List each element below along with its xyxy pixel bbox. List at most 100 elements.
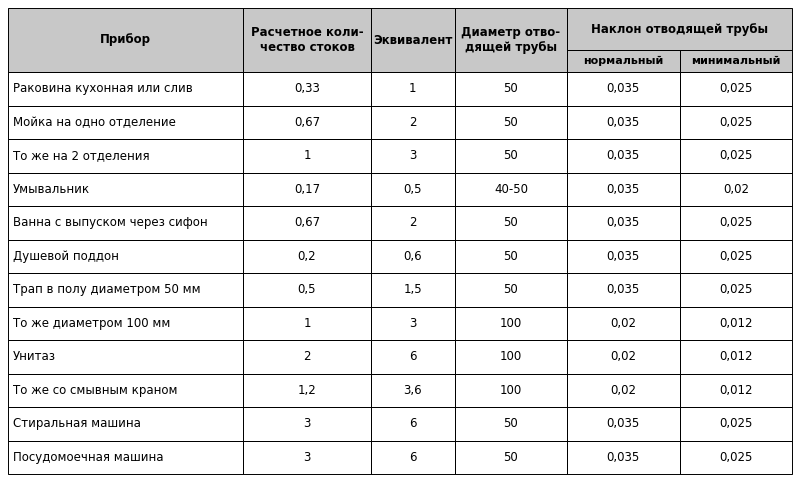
Bar — [454, 72, 567, 106]
Text: 0,5: 0,5 — [298, 283, 316, 296]
Bar — [243, 374, 371, 407]
Bar — [679, 206, 792, 240]
Text: Стиральная машина: Стиральная машина — [13, 417, 141, 430]
Bar — [679, 72, 792, 106]
Bar — [567, 206, 679, 240]
Bar — [567, 307, 679, 340]
Text: То же диаметром 100 мм: То же диаметром 100 мм — [13, 317, 170, 330]
Text: 3: 3 — [303, 417, 310, 430]
Bar — [243, 273, 371, 307]
Text: То же на 2 отделения: То же на 2 отделения — [13, 149, 150, 162]
Text: 6: 6 — [409, 350, 417, 363]
Text: 6: 6 — [409, 417, 417, 430]
Bar — [8, 441, 243, 474]
Text: 0,035: 0,035 — [606, 250, 640, 263]
Bar — [8, 173, 243, 206]
Bar — [679, 50, 792, 72]
Bar — [243, 173, 371, 206]
Bar — [454, 240, 567, 273]
Text: 50: 50 — [503, 116, 518, 129]
Bar — [454, 8, 567, 72]
Text: 0,67: 0,67 — [294, 216, 320, 229]
Bar — [8, 273, 243, 307]
Bar — [679, 273, 792, 307]
Text: 0,67: 0,67 — [294, 116, 320, 129]
Bar — [243, 340, 371, 374]
Bar — [679, 407, 792, 441]
Bar — [371, 173, 454, 206]
Text: Трап в полу диаметром 50 мм: Трап в полу диаметром 50 мм — [13, 283, 201, 296]
Bar — [679, 441, 792, 474]
Bar — [567, 139, 679, 173]
Text: 1,5: 1,5 — [403, 283, 422, 296]
Text: 1: 1 — [303, 317, 310, 330]
Text: Наклон отводящей трубы: Наклон отводящей трубы — [591, 23, 768, 36]
Text: 2: 2 — [303, 350, 310, 363]
Text: 0,02: 0,02 — [610, 350, 636, 363]
Bar — [454, 8, 567, 72]
Bar — [371, 206, 454, 240]
Bar — [371, 441, 454, 474]
Text: 3,6: 3,6 — [403, 384, 422, 397]
Bar — [8, 240, 243, 273]
Bar — [454, 106, 567, 139]
Text: Раковина кухонная или слив: Раковина кухонная или слив — [13, 82, 193, 95]
Bar — [679, 340, 792, 374]
Text: 0,035: 0,035 — [606, 149, 640, 162]
Bar — [8, 307, 243, 340]
Text: 0,035: 0,035 — [606, 116, 640, 129]
Bar — [371, 307, 454, 340]
Bar — [454, 173, 567, 206]
Text: 0,02: 0,02 — [610, 317, 636, 330]
Text: 50: 50 — [503, 417, 518, 430]
Bar — [8, 8, 243, 72]
Text: Расчетное коли-
чество стоков: Расчетное коли- чество стоков — [250, 26, 363, 54]
Text: нормальный: нормальный — [583, 56, 663, 66]
Bar — [8, 139, 243, 173]
Text: 0,025: 0,025 — [719, 451, 753, 464]
Bar — [8, 374, 243, 407]
Bar — [567, 8, 792, 50]
Text: 0,2: 0,2 — [298, 250, 316, 263]
Bar — [371, 72, 454, 106]
Bar — [8, 8, 243, 72]
Bar — [567, 173, 679, 206]
Text: 0,025: 0,025 — [719, 149, 753, 162]
Text: 100: 100 — [500, 350, 522, 363]
Bar — [243, 307, 371, 340]
Bar — [454, 374, 567, 407]
Bar — [679, 50, 792, 72]
Text: Ванна с выпуском через сифон: Ванна с выпуском через сифон — [13, 216, 208, 229]
Text: 2: 2 — [409, 116, 417, 129]
Text: 0,012: 0,012 — [719, 350, 753, 363]
Bar — [454, 407, 567, 441]
Text: 50: 50 — [503, 451, 518, 464]
Text: 0,035: 0,035 — [606, 283, 640, 296]
Bar — [567, 374, 679, 407]
Bar — [679, 240, 792, 273]
Text: Унитаз: Унитаз — [13, 350, 56, 363]
Bar — [567, 8, 792, 50]
Text: 50: 50 — [503, 149, 518, 162]
Text: 0,025: 0,025 — [719, 216, 753, 229]
Bar — [679, 106, 792, 139]
Text: 0,02: 0,02 — [722, 183, 749, 196]
Bar — [567, 50, 679, 72]
Text: 50: 50 — [503, 216, 518, 229]
Bar — [454, 273, 567, 307]
Text: 0,012: 0,012 — [719, 317, 753, 330]
Bar — [454, 206, 567, 240]
Bar — [371, 8, 454, 72]
Text: Диаметр отво-
дящей трубы: Диаметр отво- дящей трубы — [462, 26, 561, 54]
Bar — [8, 106, 243, 139]
Bar — [371, 8, 454, 72]
Bar — [567, 441, 679, 474]
Bar — [243, 8, 371, 72]
Text: Прибор: Прибор — [100, 34, 151, 46]
Bar — [679, 173, 792, 206]
Bar — [243, 206, 371, 240]
Bar — [371, 273, 454, 307]
Text: минимальный: минимальный — [691, 56, 781, 66]
Text: 40-50: 40-50 — [494, 183, 528, 196]
Text: 0,025: 0,025 — [719, 250, 753, 263]
